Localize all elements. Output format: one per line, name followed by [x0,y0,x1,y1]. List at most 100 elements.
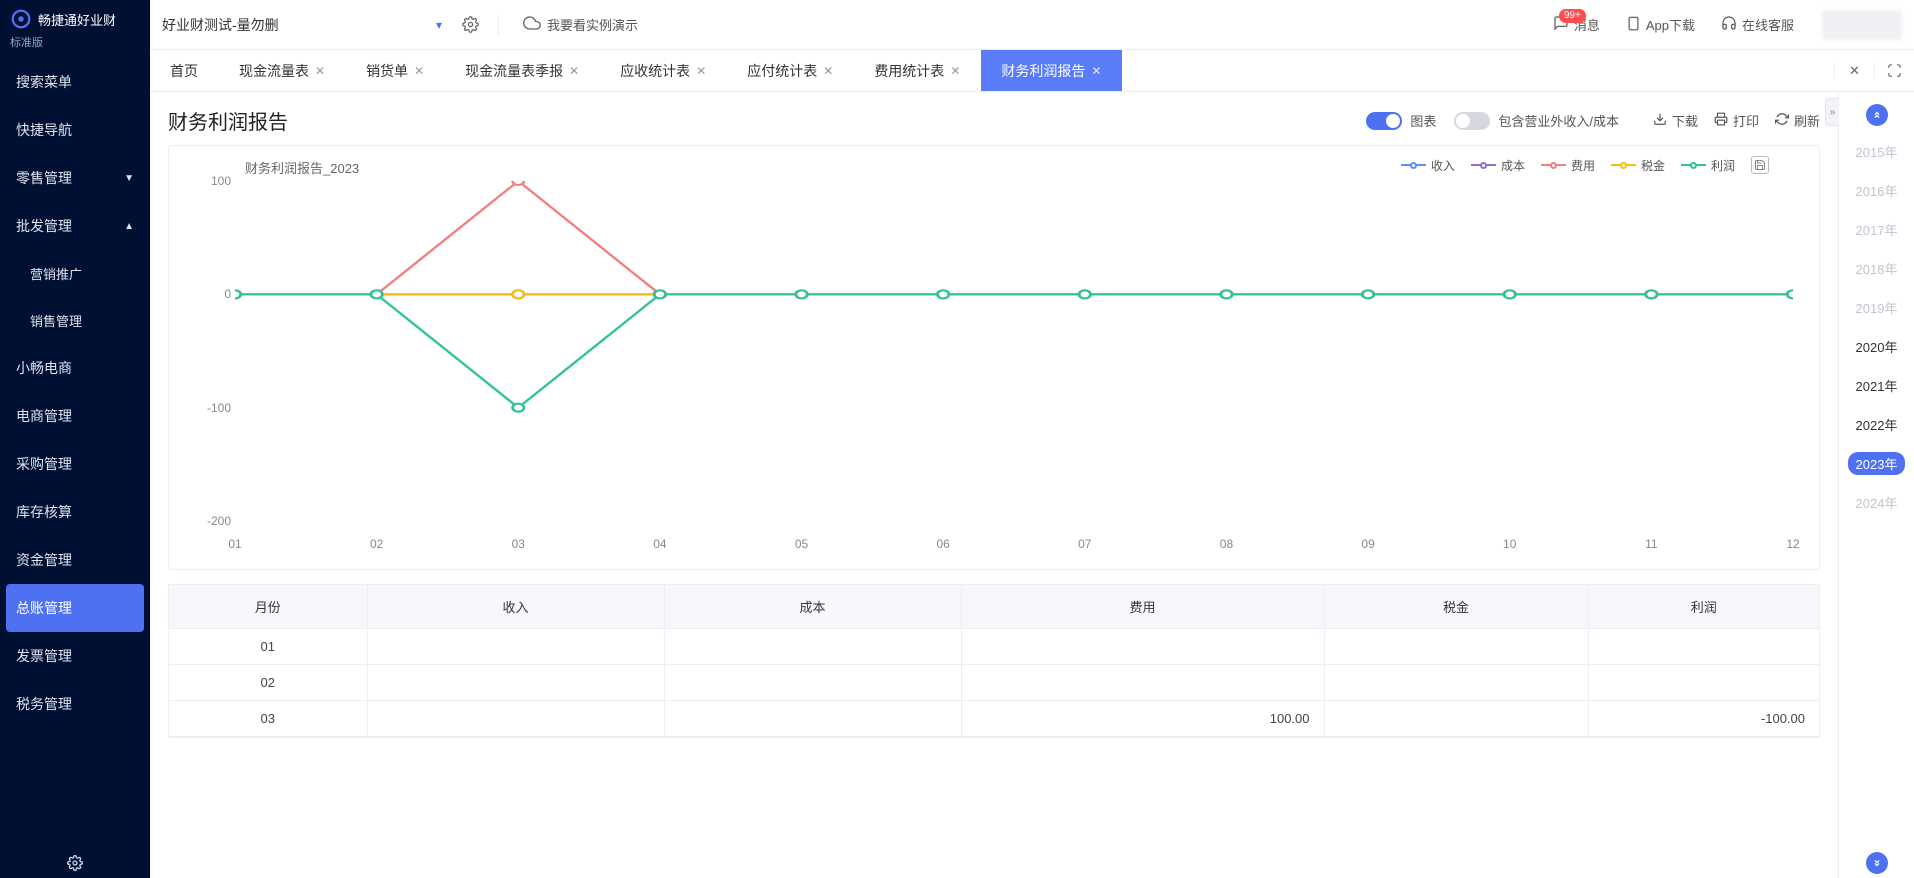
sidebar-item[interactable]: 快捷导航 [0,106,150,154]
sidebar-item[interactable]: 电商管理 [0,392,150,440]
include-other-toggle[interactable] [1454,112,1490,130]
sidebar-settings-icon[interactable] [0,848,150,878]
table-cell [1324,701,1588,737]
table-cell [961,665,1324,701]
table-cell [1588,665,1819,701]
year-up-button[interactable] [1866,104,1888,126]
settings-icon[interactable] [456,11,484,39]
download-action[interactable]: 下载 [1653,111,1698,130]
sidebar-item[interactable]: 零售管理▼ [0,154,150,202]
sidebar-item[interactable]: 搜索菜单 [0,58,150,106]
legend-item[interactable]: 成本 [1471,157,1525,174]
tab-label: 现金流量表 [239,61,309,81]
user-avatar[interactable] [1822,10,1902,40]
legend-item[interactable]: 费用 [1541,157,1595,174]
table-cell [664,701,961,737]
service-action[interactable]: 在线客服 [1715,15,1800,34]
chart-save-icon[interactable] [1751,156,1769,174]
table-cell: -100.00 [1588,701,1819,737]
chevron-down-icon: ▾ [436,18,442,32]
legend-marker-icon [1541,162,1566,169]
year-item: 2015年 [1848,140,1906,163]
x-tick-label: 04 [653,537,666,551]
year-item: 2024年 [1848,491,1906,514]
sidebar-item[interactable]: 营销推广 [0,250,150,297]
table-cell [367,629,664,665]
tab[interactable]: 现金流量表 ✕ [219,50,346,91]
y-tick-label: 100 [211,174,231,188]
sidebar-item-label: 总账管理 [16,598,72,618]
table-cell [1324,629,1588,665]
message-action[interactable]: 99+ 消息 [1547,15,1606,34]
demo-link[interactable]: 我要看实例演示 [523,14,638,35]
x-tick-label: 05 [795,537,808,551]
table-cell: 100.00 [961,701,1324,737]
tab[interactable]: 应收统计表✕ [600,50,727,91]
close-icon[interactable]: ✕ [696,64,706,78]
year-item[interactable]: 2023年 [1848,452,1906,475]
refresh-action[interactable]: 刷新 [1775,111,1820,130]
sidebar-item-label: 营销推广 [30,264,82,283]
close-icon[interactable]: ✕ [414,64,424,78]
x-tick-label: 09 [1361,537,1374,551]
legend-item[interactable]: 利润 [1681,157,1735,174]
fullscreen-button[interactable] [1874,63,1914,78]
sidebar-item[interactable]: 发票管理 [0,632,150,680]
context-label: 好业财测试-量勿删 [162,15,279,35]
tab[interactable]: 应付统计表✕ [727,50,854,91]
year-item[interactable]: 2020年 [1848,335,1906,358]
legend-label: 成本 [1501,157,1525,174]
tab-label: 首页 [170,61,198,81]
tab[interactable]: 费用统计表 ✕ [854,50,981,91]
sidebar-item[interactable]: 销售管理 [0,297,150,344]
cloud-icon [523,14,541,35]
table-cell: 03 [169,701,367,737]
year-panel-collapse[interactable]: » [1825,98,1839,126]
table-cell [1324,665,1588,701]
context-select[interactable]: 好业财测试-量勿删 ▾ [162,15,442,35]
print-action[interactable]: 打印 [1714,111,1759,130]
chart-x-axis: 010203040506070809101112 [235,531,1793,561]
sidebar-item[interactable]: 采购管理 [0,440,150,488]
tab-close-all-button[interactable]: ✕ [1834,63,1874,79]
sidebar-item[interactable]: 税务管理 [0,680,150,728]
tab-label: 财务利润报告 [1001,61,1085,81]
close-icon[interactable]: ✕ [823,64,833,78]
message-badge: 99+ [1559,9,1586,23]
table-cell [1588,629,1819,665]
sidebar-item[interactable]: 总账管理 [6,584,144,632]
tab-label: 费用统计表 [874,61,944,81]
sidebar-item[interactable]: 批发管理▲ [0,202,150,250]
print-label: 打印 [1733,111,1759,130]
sidebar-item[interactable]: 小畅电商 [0,344,150,392]
year-down-button[interactable] [1866,852,1888,874]
sidebar-item-label: 库存核算 [16,502,72,522]
tab[interactable]: 现金流量表季报✕ [445,50,600,91]
table-cell [367,701,664,737]
legend-item[interactable]: 税金 [1611,157,1665,174]
year-item: 2016年 [1848,179,1906,202]
year-item[interactable]: 2022年 [1848,413,1906,436]
close-icon[interactable]: ✕ [1091,64,1101,78]
close-icon[interactable]: ✕ [315,64,325,78]
sidebar-item-label: 采购管理 [16,454,72,474]
legend-item[interactable]: 收入 [1401,157,1455,174]
year-panel: » 2015年2016年2017年2018年2019年2020年2021年202… [1838,92,1914,878]
chart-toggle[interactable] [1366,112,1402,130]
sidebar-item[interactable]: 资金管理 [0,536,150,584]
legend-marker-icon [1611,162,1636,169]
tab[interactable]: 首页 [150,50,219,91]
table-header-cell: 成本 [664,585,961,629]
include-other-toggle-label: 包含营业外收入/成本 [1498,111,1619,130]
close-icon[interactable]: ✕ [950,64,960,78]
app-download-action[interactable]: App下载 [1620,15,1701,34]
year-item[interactable]: 2021年 [1848,374,1906,397]
tab[interactable]: 销货单✕ [346,50,445,91]
report-title: 财务利润报告 [168,106,288,135]
tab[interactable]: 财务利润报告 ✕ [981,50,1122,91]
close-icon[interactable]: ✕ [569,64,579,78]
sidebar-item[interactable]: 库存核算 [0,488,150,536]
x-tick-label: 01 [228,537,241,551]
x-tick-label: 11 [1645,537,1657,551]
legend-label: 税金 [1641,157,1665,174]
